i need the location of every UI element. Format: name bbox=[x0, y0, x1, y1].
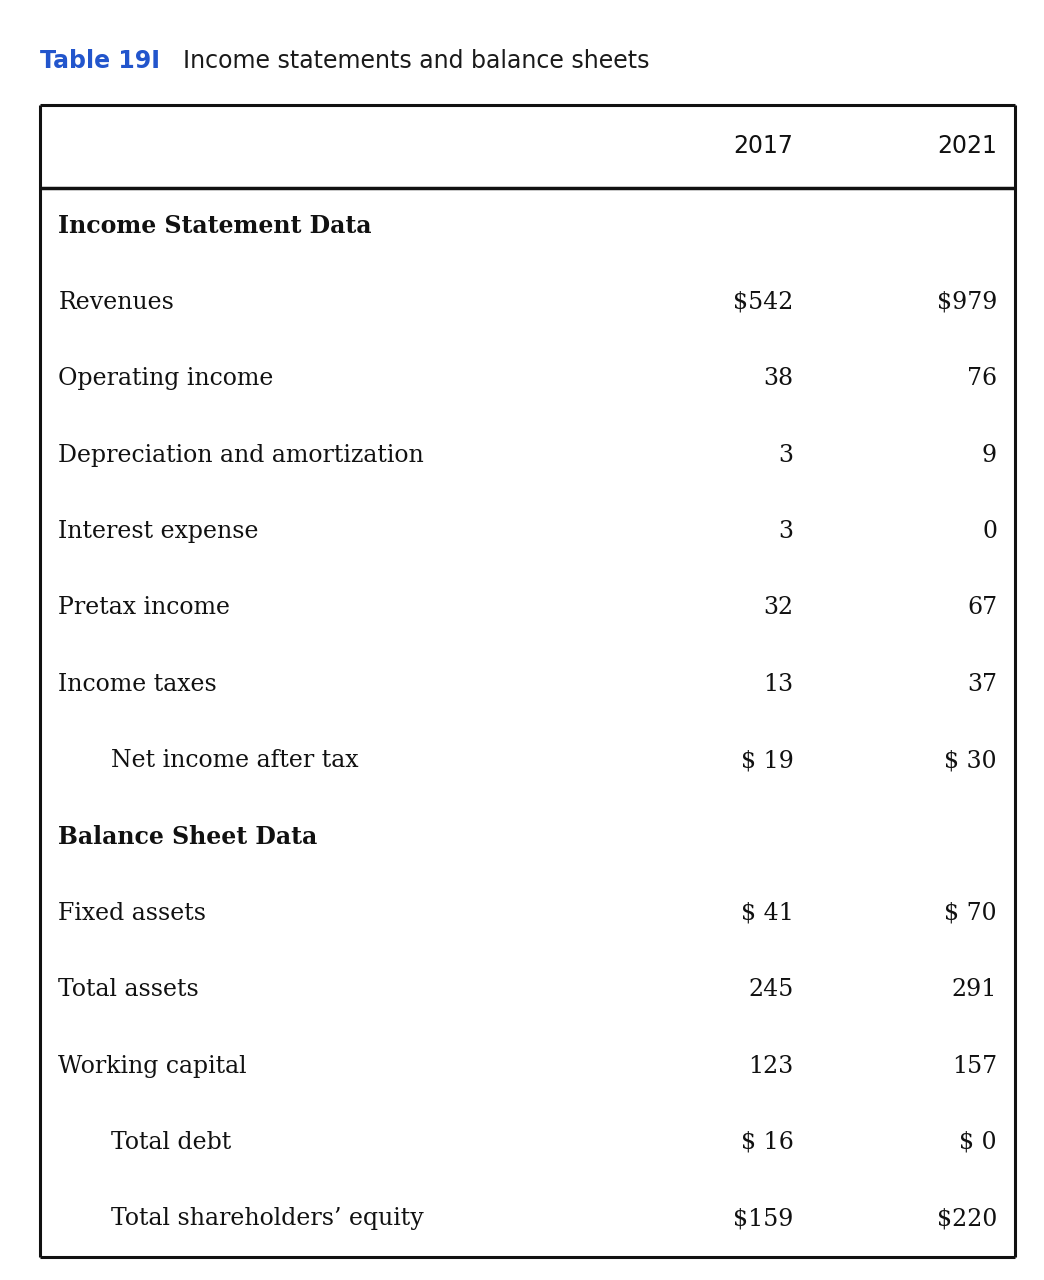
Text: Working capital: Working capital bbox=[58, 1055, 247, 1078]
Text: $159: $159 bbox=[733, 1207, 793, 1230]
Text: 2021: 2021 bbox=[938, 134, 997, 159]
Text: 76: 76 bbox=[967, 367, 997, 390]
Text: 245: 245 bbox=[749, 978, 793, 1001]
Text: 291: 291 bbox=[952, 978, 997, 1001]
Text: $542: $542 bbox=[733, 291, 793, 314]
Text: 3: 3 bbox=[779, 444, 793, 467]
Text: 38: 38 bbox=[763, 367, 793, 390]
Text: Net income after tax: Net income after tax bbox=[111, 749, 358, 772]
Text: Income taxes: Income taxes bbox=[58, 673, 217, 696]
Text: 67: 67 bbox=[967, 596, 997, 620]
Text: Income Statement Data: Income Statement Data bbox=[58, 214, 372, 238]
Text: $ 19: $ 19 bbox=[740, 749, 793, 772]
Text: 0: 0 bbox=[982, 520, 997, 543]
Text: Revenues: Revenues bbox=[58, 291, 174, 314]
Text: Depreciation and amortization: Depreciation and amortization bbox=[58, 444, 424, 467]
Text: Total shareholders’ equity: Total shareholders’ equity bbox=[111, 1207, 424, 1230]
Text: Total debt: Total debt bbox=[111, 1132, 231, 1153]
Text: Balance Sheet Data: Balance Sheet Data bbox=[58, 826, 317, 849]
Text: Interest expense: Interest expense bbox=[58, 520, 259, 543]
Text: Income statements and balance sheets: Income statements and balance sheets bbox=[183, 49, 649, 73]
Text: 157: 157 bbox=[952, 1055, 997, 1078]
Text: $979: $979 bbox=[936, 291, 997, 314]
Text: 3: 3 bbox=[779, 520, 793, 543]
Text: $ 0: $ 0 bbox=[959, 1132, 997, 1153]
Text: 123: 123 bbox=[749, 1055, 793, 1078]
Text: $ 16: $ 16 bbox=[740, 1132, 793, 1153]
Text: $ 30: $ 30 bbox=[945, 749, 997, 772]
Text: 32: 32 bbox=[763, 596, 793, 620]
Text: $ 41: $ 41 bbox=[740, 902, 793, 925]
Text: Total assets: Total assets bbox=[58, 978, 199, 1001]
Text: 9: 9 bbox=[982, 444, 997, 467]
Text: Fixed assets: Fixed assets bbox=[58, 902, 207, 925]
Text: $ 70: $ 70 bbox=[945, 902, 997, 925]
Text: 37: 37 bbox=[967, 673, 997, 696]
Text: Pretax income: Pretax income bbox=[58, 596, 231, 620]
Text: Table 19I: Table 19I bbox=[40, 49, 160, 73]
Text: Operating income: Operating income bbox=[58, 367, 274, 390]
Text: $220: $220 bbox=[936, 1207, 997, 1230]
Text: 13: 13 bbox=[763, 673, 793, 696]
Text: 2017: 2017 bbox=[734, 134, 793, 159]
